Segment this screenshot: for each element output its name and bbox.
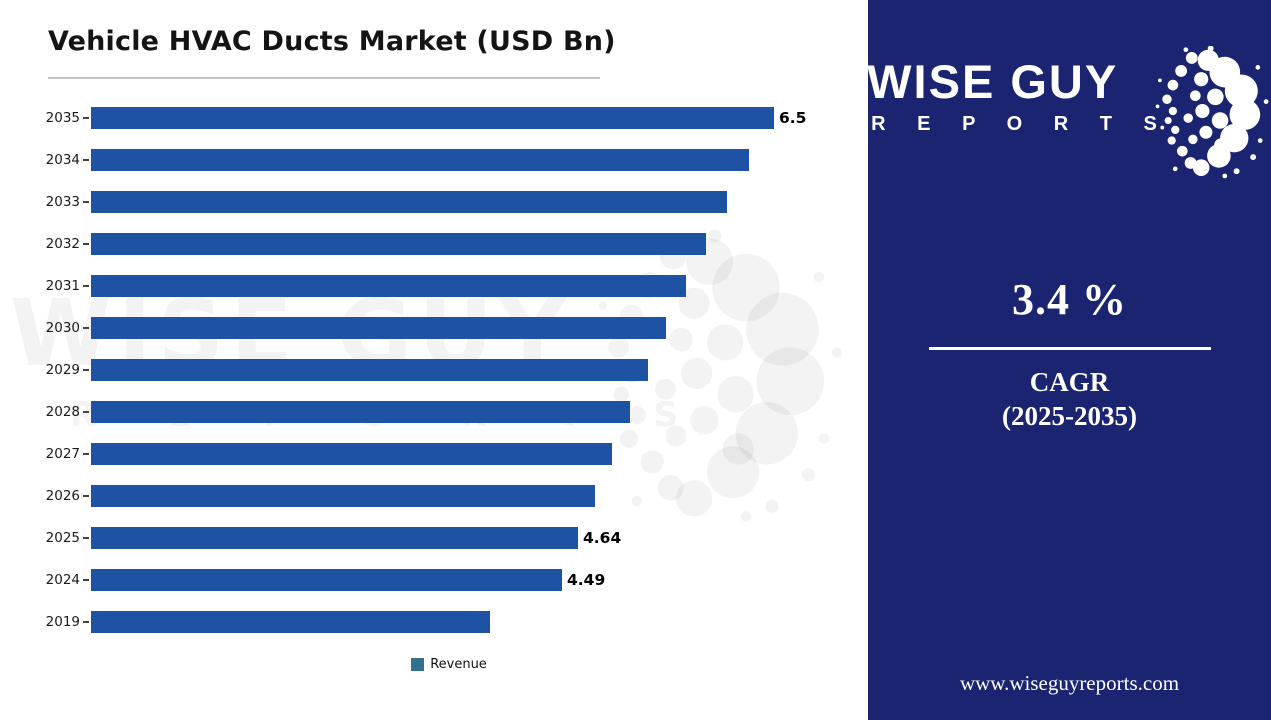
chart-row-2031: 2031 <box>30 265 868 307</box>
axis-tick <box>83 117 89 119</box>
bar-track <box>91 317 868 339</box>
axis-tick <box>83 243 89 245</box>
y-axis-label: 2035 <box>45 110 80 126</box>
revenue-bar <box>91 317 666 339</box>
bar-track <box>91 611 868 633</box>
revenue-bar <box>91 233 706 255</box>
y-axis-label: 2032 <box>45 236 80 252</box>
axis-tick <box>83 579 89 581</box>
chart-row-2019: 2019 <box>30 601 868 643</box>
revenue-bar <box>91 485 595 507</box>
axis-tick <box>83 495 89 497</box>
cagr-divider <box>928 347 1211 350</box>
axis-tick <box>83 327 89 329</box>
wiseguy-logo-text: WISE GUY R E P O R T S <box>867 58 1170 136</box>
chart-row-2024: 2024 4.49 <box>30 559 868 601</box>
y-axis-label: 2027 <box>45 446 80 462</box>
revenue-bar <box>91 275 686 297</box>
wiseguy-head-icon <box>1154 46 1271 182</box>
axis-tick <box>83 621 89 623</box>
revenue-bar <box>91 149 749 171</box>
revenue-bar <box>91 527 578 549</box>
axis-tick <box>83 411 89 413</box>
chart-row-2029: 2029 <box>30 349 868 391</box>
bar-chart: 2035 6.5 2034 2033 2032 2031 2030 2029 2028 2027 2… <box>30 97 868 643</box>
bar-track <box>91 275 868 297</box>
y-axis-label: 2025 <box>45 530 80 546</box>
revenue-bar <box>91 443 612 465</box>
chart-row-2032: 2032 <box>30 223 868 265</box>
axis-tick <box>83 453 89 455</box>
bar-value-label: 6.5 <box>779 109 807 127</box>
bar-value-label: 4.64 <box>583 529 622 547</box>
legend: Revenue <box>30 657 868 672</box>
chart-row-2026: 2026 <box>30 475 868 517</box>
legend-label-revenue: Revenue <box>430 657 487 672</box>
cagr-value: 3.4 % <box>1012 275 1127 324</box>
cagr-period: (2025-2035) <box>1002 400 1137 431</box>
revenue-bar <box>91 191 727 213</box>
wiseguy-logo: WISE GUY R E P O R T S <box>867 58 1271 182</box>
website-url: www.wiseguyreports.com <box>959 671 1180 695</box>
y-axis-label: 2026 <box>45 488 80 504</box>
brand-sidebar: WISE GUY R E P O R T S 3.4 % CAGR (2025-… <box>867 0 1271 720</box>
bar-track: 4.64 <box>91 527 868 549</box>
axis-tick <box>83 159 89 161</box>
axis-tick <box>83 201 89 203</box>
chart-row-2033: 2033 <box>30 181 868 223</box>
chart-panel: WISE GUY R E P O R T S Vehicle HVAC Duct… <box>10 26 868 672</box>
revenue-bar <box>91 107 774 129</box>
bar-track <box>91 401 868 423</box>
bar-track <box>91 359 868 381</box>
y-axis-label: 2030 <box>45 320 80 336</box>
chart-title: Vehicle HVAC Ducts Market (USD Bn) <box>48 26 616 57</box>
y-axis-label: 2019 <box>45 614 80 630</box>
axis-tick <box>83 369 89 371</box>
chart-row-2028: 2028 <box>30 391 868 433</box>
logo-main-text: WISE GUY <box>867 55 1119 108</box>
cagr-label: CAGR <box>1029 367 1110 397</box>
bar-track <box>91 443 868 465</box>
revenue-bar <box>91 359 648 381</box>
chart-row-2035: 2035 6.5 <box>30 97 868 139</box>
axis-tick <box>83 537 89 539</box>
revenue-bar <box>91 611 490 633</box>
y-axis-label: 2029 <box>45 362 80 378</box>
logo-sub-text: R E P O R T S <box>871 113 1170 135</box>
y-axis-label: 2034 <box>45 152 80 168</box>
chart-row-2030: 2030 <box>30 307 868 349</box>
title-divider <box>48 77 600 79</box>
revenue-bar <box>91 401 630 423</box>
bar-track <box>91 149 868 171</box>
chart-row-2025: 2025 4.64 <box>30 517 868 559</box>
y-axis-label: 2028 <box>45 404 80 420</box>
chart-row-2027: 2027 <box>30 433 868 475</box>
y-axis-label: 2033 <box>45 194 80 210</box>
bar-track: 6.5 <box>91 107 868 129</box>
legend-swatch-revenue <box>411 658 425 671</box>
bar-value-label: 4.49 <box>567 571 606 589</box>
revenue-bar <box>91 569 562 591</box>
bar-track <box>91 191 868 213</box>
bar-track: 4.49 <box>91 569 868 591</box>
cagr-block: 3.4 % CAGR (2025-2035) <box>868 274 1271 434</box>
y-axis-label: 2024 <box>45 572 80 588</box>
bar-track <box>91 233 868 255</box>
chart-row-2034: 2034 <box>30 139 868 181</box>
y-axis-label: 2031 <box>45 278 80 294</box>
axis-tick <box>83 285 89 287</box>
bar-track <box>91 485 868 507</box>
